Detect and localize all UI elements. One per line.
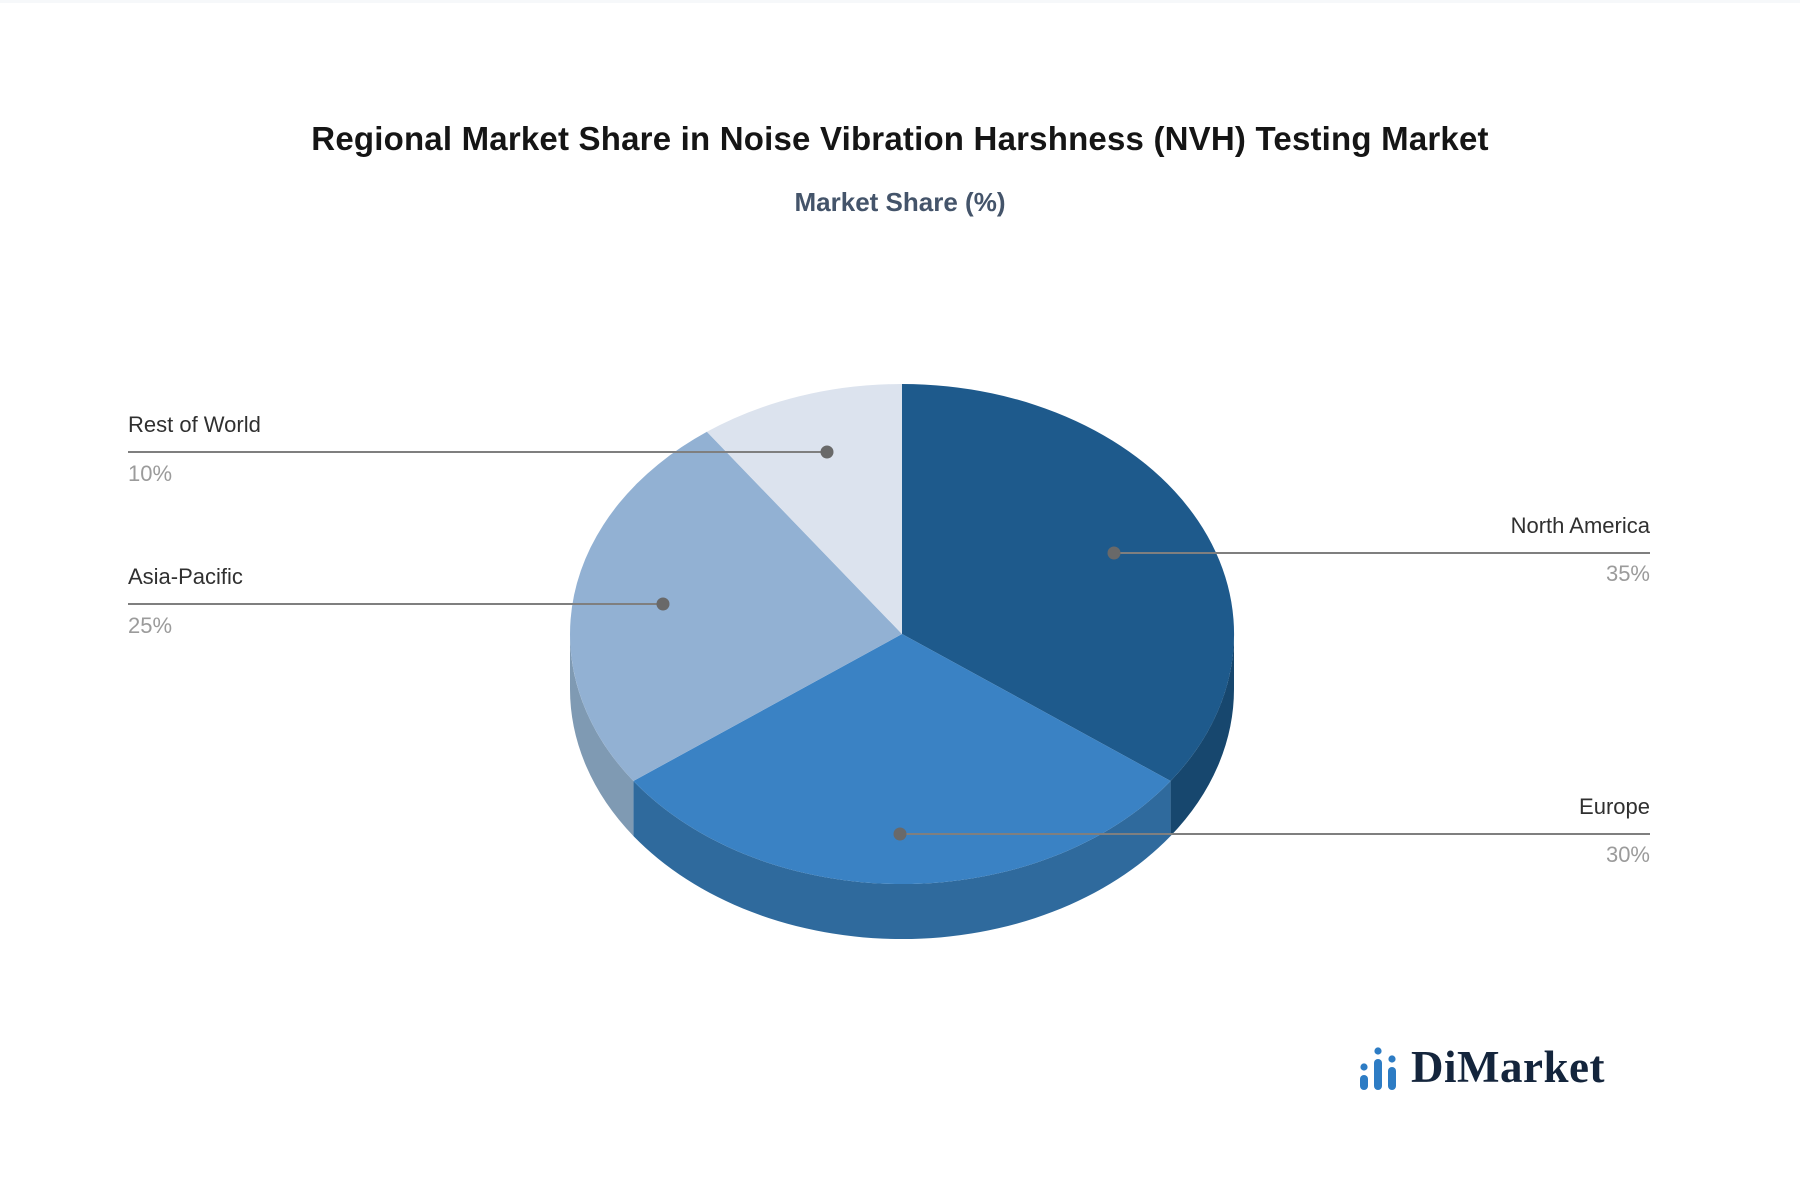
chart-title: Regional Market Share in Noise Vibration… [311, 120, 1489, 157]
slice-value: 25% [128, 613, 173, 638]
pie-slice-europe[interactable] [633, 634, 1171, 885]
pie-slice-asia-pacific[interactable] [570, 431, 902, 781]
callout-rest-of-world-value: 10% [128, 461, 172, 487]
leader-dot-north-america [1107, 546, 1121, 560]
callout-north-america-value: 35% [1606, 561, 1650, 587]
brand-name: DiMarket [1411, 1042, 1605, 1092]
chart-subtitle: Market Share (%) [794, 187, 1006, 217]
callout-north-america: North America [1511, 513, 1650, 539]
bar-chart-logo-icon [1360, 1047, 1396, 1090]
pie-side-europe [633, 781, 1171, 940]
slice-value: 35% [1605, 561, 1650, 586]
brand-logo: DiMarket [1360, 1042, 1605, 1090]
slice-value: 10% [128, 461, 173, 486]
page-top-border [0, 0, 1800, 3]
slice-label: Rest of World [128, 412, 261, 437]
callout-europe: Europe [1579, 794, 1650, 820]
slice-value: 30% [1605, 842, 1650, 867]
callout-asia-pacific: Asia-Pacific [128, 564, 243, 590]
leader-dot-asia-pacific [656, 597, 670, 611]
callout-asia-pacific-value: 25% [128, 613, 172, 639]
callout-rest-of-world: Rest of World [128, 412, 261, 438]
pie-side-asia-pacific [569, 634, 634, 836]
leader-dot-rest-of-world [820, 445, 834, 459]
slice-label: Europe [1579, 794, 1650, 819]
callout-europe-value: 30% [1606, 842, 1650, 868]
pie-slice-rest-of-world[interactable] [706, 384, 902, 634]
leader-dot-europe [893, 827, 907, 841]
pie-side-north-america [1170, 634, 1234, 836]
slice-label: Asia-Pacific [128, 564, 243, 589]
slice-label: North America [1510, 513, 1650, 538]
pie-slice-north-america[interactable] [902, 384, 1235, 781]
